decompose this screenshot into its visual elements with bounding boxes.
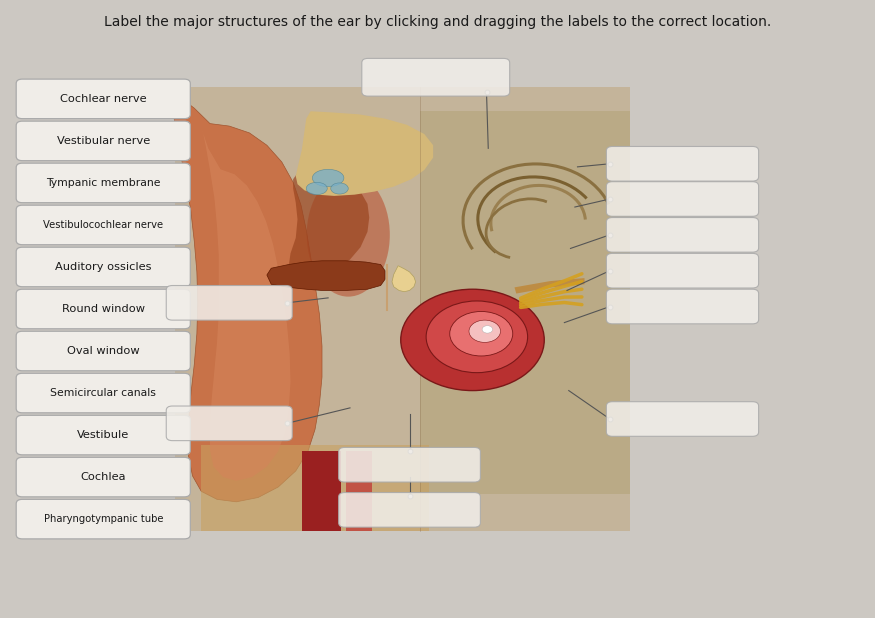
FancyBboxPatch shape <box>16 289 191 329</box>
Ellipse shape <box>307 173 390 297</box>
FancyBboxPatch shape <box>339 447 480 482</box>
FancyBboxPatch shape <box>16 331 191 371</box>
FancyBboxPatch shape <box>16 79 191 119</box>
FancyBboxPatch shape <box>606 146 759 181</box>
FancyBboxPatch shape <box>16 205 191 245</box>
Circle shape <box>426 301 528 373</box>
FancyBboxPatch shape <box>606 253 759 288</box>
FancyBboxPatch shape <box>16 499 191 539</box>
FancyBboxPatch shape <box>606 218 759 252</box>
Polygon shape <box>201 124 290 481</box>
Text: Tympanic membrane: Tympanic membrane <box>46 178 160 188</box>
Polygon shape <box>296 111 433 196</box>
Text: Label the major structures of the ear by clicking and dragging the labels to the: Label the major structures of the ear by… <box>104 15 771 30</box>
Circle shape <box>450 311 513 356</box>
Text: Pharyngotympanic tube: Pharyngotympanic tube <box>44 514 163 524</box>
Circle shape <box>469 320 500 342</box>
Ellipse shape <box>331 183 348 194</box>
Polygon shape <box>171 99 322 502</box>
Text: Oval window: Oval window <box>67 346 140 356</box>
FancyBboxPatch shape <box>606 182 759 216</box>
Bar <box>175 87 630 531</box>
FancyBboxPatch shape <box>16 457 191 497</box>
Text: Auditory ossicles: Auditory ossicles <box>55 262 151 272</box>
Bar <box>346 451 372 531</box>
FancyBboxPatch shape <box>16 373 191 413</box>
FancyBboxPatch shape <box>16 247 191 287</box>
Circle shape <box>482 326 493 333</box>
Circle shape <box>401 289 544 391</box>
FancyBboxPatch shape <box>166 286 292 320</box>
FancyBboxPatch shape <box>339 493 480 527</box>
Polygon shape <box>514 278 584 294</box>
FancyBboxPatch shape <box>16 121 191 161</box>
Ellipse shape <box>312 169 344 187</box>
Bar <box>420 111 630 494</box>
Ellipse shape <box>306 182 327 195</box>
FancyBboxPatch shape <box>16 163 191 203</box>
Text: Vestibular nerve: Vestibular nerve <box>57 136 150 146</box>
FancyBboxPatch shape <box>362 59 509 96</box>
Text: Vestibule: Vestibule <box>77 430 130 440</box>
FancyBboxPatch shape <box>166 406 292 441</box>
Text: Cochlear nerve: Cochlear nerve <box>60 94 147 104</box>
FancyBboxPatch shape <box>606 402 759 436</box>
Text: Cochlea: Cochlea <box>80 472 126 482</box>
Bar <box>201 445 429 531</box>
Bar <box>302 451 341 531</box>
FancyBboxPatch shape <box>606 289 759 324</box>
Polygon shape <box>392 266 416 292</box>
Polygon shape <box>267 261 385 290</box>
Text: Vestibulocochlear nerve: Vestibulocochlear nerve <box>43 220 164 230</box>
Polygon shape <box>289 173 369 279</box>
Text: Round window: Round window <box>62 304 144 314</box>
FancyBboxPatch shape <box>16 415 191 455</box>
Text: Semicircular canals: Semicircular canals <box>51 388 157 398</box>
